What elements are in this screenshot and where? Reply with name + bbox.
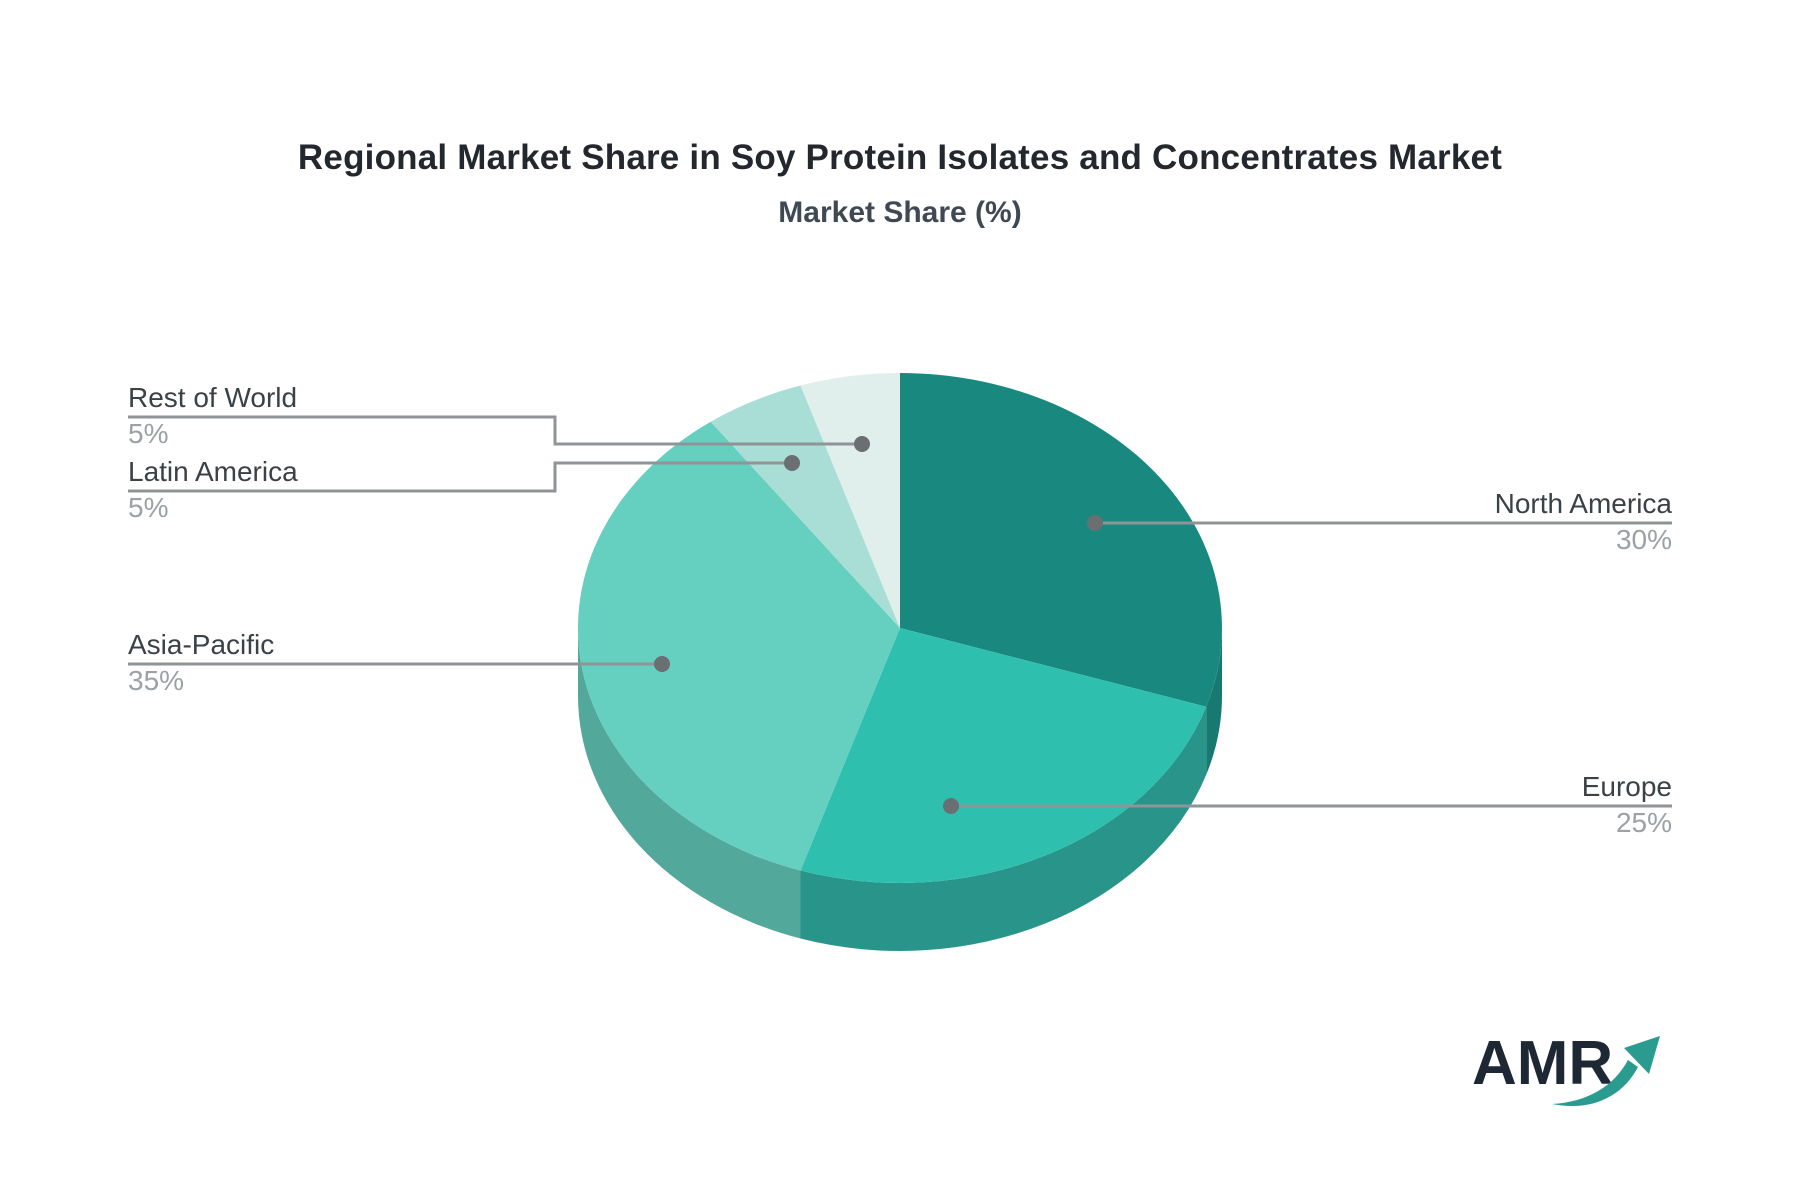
amr-logo: AMR [1472, 1029, 1614, 1098]
value-north-america: 30% [1615, 524, 1672, 555]
pie-slice-europe[interactable] [800, 628, 1207, 883]
leader-line-latin-america [128, 461, 792, 493]
label-europe: Europe [1581, 771, 1672, 802]
chart-title: Regional Market Share in Soy Protein Iso… [297, 138, 1503, 177]
value-latin-america: 5% [128, 492, 169, 523]
pie-slice-asia-pacific[interactable] [578, 421, 900, 871]
chart-subtitle: Market Share (%) [778, 196, 1022, 229]
pie-slice-side-north-america [1206, 628, 1222, 775]
leader-dot-asia-pacific [654, 656, 670, 672]
pie-slice-side-asia-pacific [578, 628, 801, 939]
label-latin-america: Latin America [128, 456, 298, 487]
label-rest-of-world: Rest of World [128, 382, 298, 413]
value-europe: 25% [1615, 807, 1672, 838]
leader-dot-rest-of-world [854, 436, 870, 452]
pie-slice-rest-of-world[interactable] [800, 373, 901, 628]
leader-dot-latin-america [784, 455, 800, 471]
pie-slice-side-europe [800, 706, 1207, 951]
value-asia-pacific: 35% [128, 665, 185, 696]
leader-dot-europe [943, 798, 959, 814]
pie-slice-north-america[interactable] [900, 373, 1222, 707]
leader-line-rest-of-world [128, 415, 862, 446]
value-rest-of-world: 5% [128, 418, 169, 449]
label-north-america: North America [1494, 488, 1672, 519]
leader-dot-north-america [1087, 515, 1103, 531]
logo-growth-arrow-icon [1552, 1036, 1660, 1107]
label-asia-pacific: Asia-Pacific [128, 629, 275, 660]
pie-slice-latin-america[interactable] [710, 385, 900, 629]
